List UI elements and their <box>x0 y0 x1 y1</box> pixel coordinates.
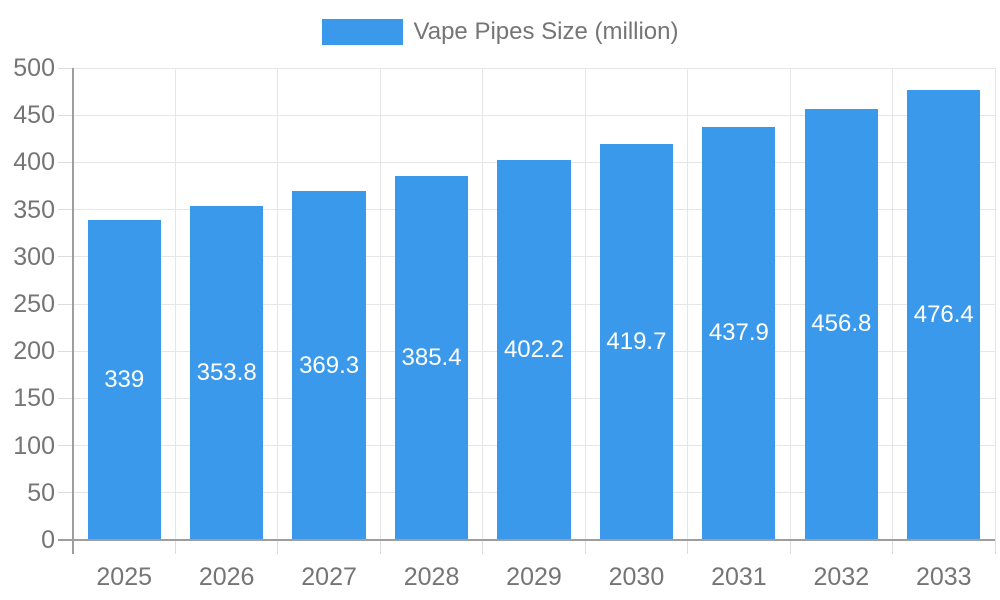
y-tick-label: 200 <box>13 337 55 366</box>
x-tick-label: 2029 <box>506 563 562 591</box>
y-tick-mark <box>58 67 73 69</box>
gridline-horizontal <box>73 67 995 69</box>
gridline-vertical <box>892 68 894 540</box>
y-tick-label: 50 <box>27 478 55 507</box>
bar-value-label: 476.4 <box>913 301 974 329</box>
x-tick-mark <box>379 540 381 554</box>
bar-value-label: 437.9 <box>708 319 769 347</box>
bar-value-label: 369.3 <box>299 351 360 379</box>
y-tick-label: 0 <box>41 526 55 554</box>
bar[interactable]: 476.4 <box>907 90 981 540</box>
legend-item[interactable]: Vape Pipes Size (million) <box>0 19 1000 45</box>
y-tick-mark <box>58 303 73 305</box>
bar-value-label: 339 <box>104 365 145 393</box>
y-tick-mark <box>58 397 73 399</box>
bar[interactable]: 419.7 <box>599 143 674 540</box>
x-tick-label: 2032 <box>813 563 870 591</box>
x-tick-mark <box>482 540 484 554</box>
x-tick-mark <box>789 540 791 554</box>
bar-value-label: 353.8 <box>196 358 257 386</box>
gridline-vertical <box>379 68 381 540</box>
x-tick-label: 2025 <box>96 563 153 591</box>
y-tick-label: 350 <box>13 195 55 224</box>
y-tick-mark <box>58 161 73 163</box>
gridline-vertical <box>174 68 176 540</box>
x-tick-label: 2026 <box>198 563 255 591</box>
bar[interactable]: 339 <box>87 219 161 540</box>
bar[interactable]: 437.9 <box>702 126 776 540</box>
y-tick-label: 450 <box>13 101 55 130</box>
y-tick-label: 150 <box>13 384 55 413</box>
y-tick-mark <box>58 114 73 116</box>
gridline-vertical <box>789 68 791 540</box>
x-tick-label: 2030 <box>608 563 665 591</box>
x-tick-mark <box>174 540 176 554</box>
bar[interactable]: 353.8 <box>190 206 264 540</box>
x-tick-label: 2031 <box>711 563 767 591</box>
y-tick-label: 400 <box>13 148 55 177</box>
y-tick-mark <box>58 350 73 352</box>
x-tick-mark <box>994 540 996 554</box>
bar-value-label: 456.8 <box>811 310 872 338</box>
x-tick-label: 2028 <box>403 563 460 591</box>
y-tick-mark <box>58 256 73 258</box>
y-axis-line <box>72 68 74 554</box>
gridline-vertical <box>687 68 689 540</box>
x-tick-mark <box>687 540 689 554</box>
y-tick-label: 100 <box>13 431 55 460</box>
bar-value-label: 385.4 <box>401 344 462 372</box>
y-tick-mark <box>58 445 73 447</box>
y-tick-mark <box>58 209 73 211</box>
y-tick-label: 500 <box>13 54 55 82</box>
bar[interactable]: 456.8 <box>804 108 878 540</box>
y-tick-mark <box>58 492 73 494</box>
x-tick-mark <box>277 540 279 554</box>
y-tick-label: 250 <box>13 290 55 318</box>
legend-swatch-icon <box>321 19 403 45</box>
bar-value-label: 419.7 <box>606 327 667 355</box>
y-tick-label: 300 <box>13 242 55 271</box>
x-tick-label: 2027 <box>301 563 357 591</box>
x-tick-mark <box>72 540 74 554</box>
x-tick-mark <box>584 540 586 554</box>
bar-value-label: 402.2 <box>503 336 565 364</box>
gridline-vertical <box>277 68 279 540</box>
gridline-vertical <box>584 68 586 540</box>
gridline-vertical <box>482 68 484 540</box>
y-tick-mark <box>58 539 73 541</box>
x-tick-label: 2033 <box>915 563 972 591</box>
bar[interactable]: 402.2 <box>497 160 571 540</box>
legend-label: Vape Pipes Size (million) <box>413 18 679 45</box>
x-tick-mark <box>892 540 894 554</box>
bar[interactable]: 369.3 <box>292 191 366 540</box>
gridline-vertical <box>994 68 996 540</box>
bar[interactable]: 385.4 <box>394 176 469 540</box>
